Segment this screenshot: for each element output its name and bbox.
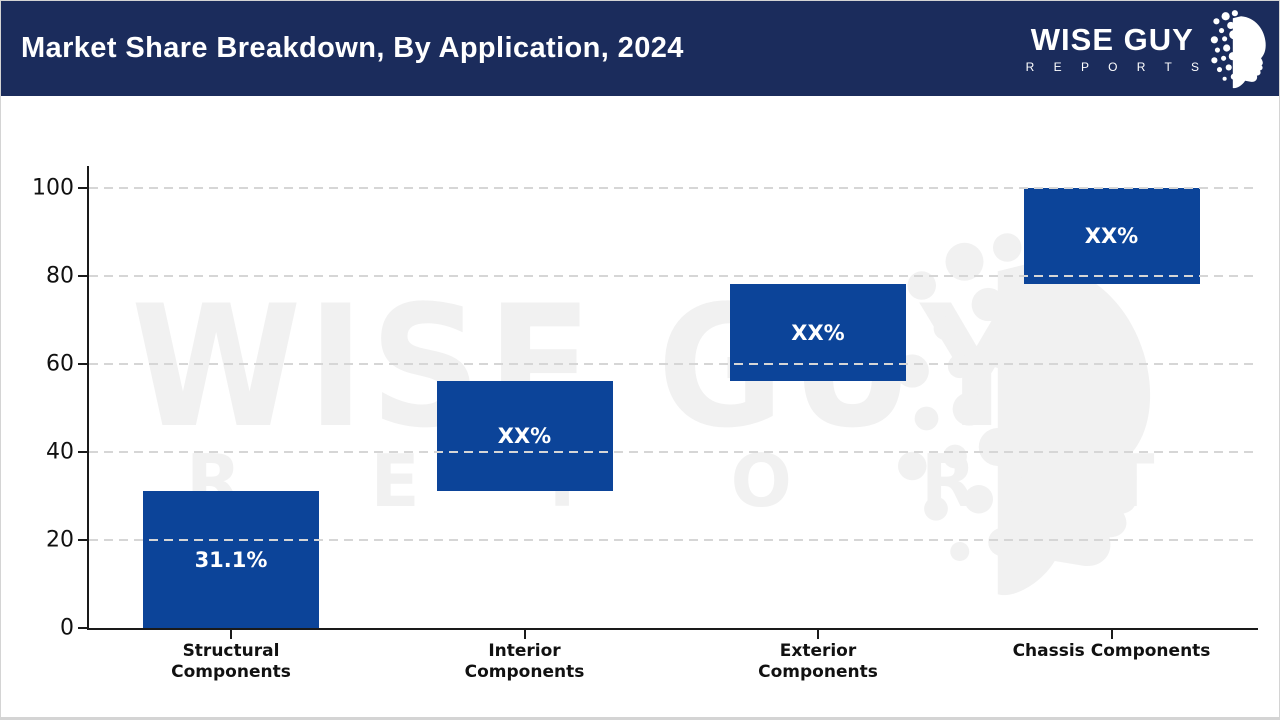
bar-interior-components <box>436 381 613 492</box>
x-tick-mark <box>523 630 526 639</box>
x-category-label: Chassis Components <box>1012 641 1211 661</box>
y-tick-mark <box>78 539 87 541</box>
x-category-label: Exterior Components <box>758 641 878 682</box>
gridline-60 <box>89 363 1254 365</box>
x-tick-mark <box>817 630 819 639</box>
y-tick-label: 100 <box>32 175 74 201</box>
y-tick-label: 60 <box>46 351 74 377</box>
bar-value-label: 31.1% <box>194 547 268 572</box>
y-tick-label: 0 <box>60 615 74 641</box>
y-axis-spine <box>87 166 89 630</box>
chart-title: Market Share Breakdown, By Application, … <box>21 32 684 64</box>
gridline-80 <box>89 275 1254 277</box>
bar-value-label: XX% <box>1084 223 1139 248</box>
gridline-100 <box>89 187 1254 189</box>
y-tick-mark <box>78 187 87 189</box>
y-tick-mark <box>78 363 87 365</box>
logo-text: WISE GUY R E P O R T S <box>1018 22 1207 74</box>
x-tick-mark <box>1110 630 1113 639</box>
logo-wordmark: WISE GUY <box>1030 22 1194 57</box>
y-tick-mark <box>78 275 87 277</box>
logo-subtitle: R E P O R T S <box>1025 60 1207 74</box>
x-tick-mark <box>230 630 232 639</box>
y-tick-label: 40 <box>46 439 74 465</box>
wiseguy-logo: WISE GUY R E P O R T S <box>1018 7 1271 89</box>
gridline-40 <box>89 451 1254 453</box>
header-bar: Market Share Breakdown, By Application, … <box>1 1 1279 96</box>
x-category-label: Structural Components <box>171 641 291 682</box>
bar-structural-components <box>143 491 319 628</box>
logo-face-icon <box>1210 10 1266 89</box>
y-tick-label: 20 <box>46 527 74 553</box>
y-tick-label: 80 <box>46 263 74 289</box>
bar-value-label: XX% <box>497 424 552 449</box>
gridline-20 <box>89 539 1254 541</box>
y-tick-mark <box>78 627 87 629</box>
x-category-label: Interior Components <box>464 641 585 682</box>
x-axis-spine <box>87 628 1258 630</box>
y-tick-mark <box>78 451 87 453</box>
bar-value-label: XX% <box>791 320 845 345</box>
